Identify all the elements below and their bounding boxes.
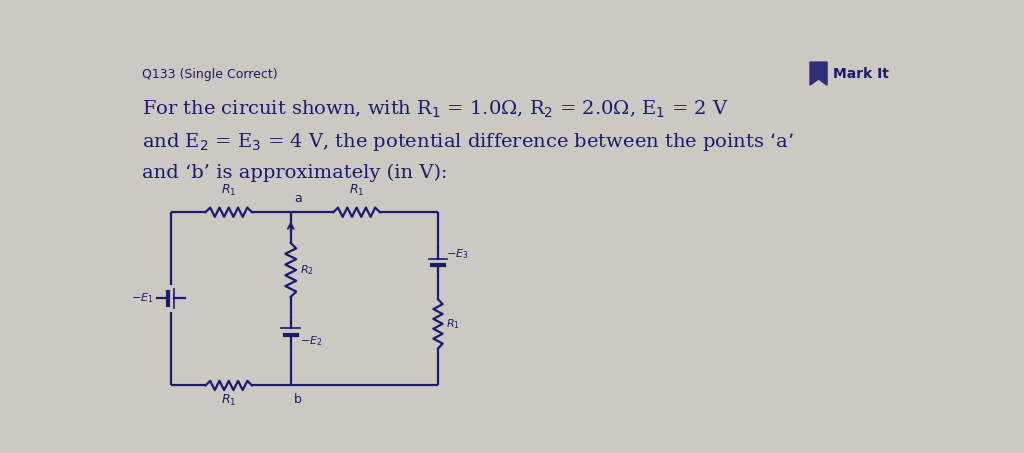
Text: Q133 (Single Correct): Q133 (Single Correct)	[142, 68, 278, 81]
Text: For the circuit shown, with R$_1$ = 1.0Ω, R$_2$ = 2.0Ω, E$_1$ = 2 V: For the circuit shown, with R$_1$ = 1.0Ω…	[142, 99, 729, 120]
Text: $-E_2$: $-E_2$	[300, 335, 323, 348]
Text: Mark It: Mark It	[834, 67, 889, 81]
Polygon shape	[810, 62, 827, 85]
Text: and ‘b’ is approximately (in V):: and ‘b’ is approximately (in V):	[142, 164, 447, 182]
Text: $R_1$: $R_1$	[445, 317, 460, 331]
Text: and E$_2$ = E$_3$ = 4 V, the potential difference between the points ‘a’: and E$_2$ = E$_3$ = 4 V, the potential d…	[142, 131, 794, 154]
Text: $-E_1$: $-E_1$	[131, 292, 154, 305]
Text: $R_1$: $R_1$	[349, 183, 365, 198]
Text: $R_1$: $R_1$	[221, 393, 237, 408]
Text: b: b	[294, 393, 302, 406]
Text: $R_1$: $R_1$	[221, 183, 237, 198]
Text: a: a	[294, 192, 302, 204]
Text: $-E_3$: $-E_3$	[445, 247, 468, 261]
Text: $R_2$: $R_2$	[300, 263, 314, 277]
